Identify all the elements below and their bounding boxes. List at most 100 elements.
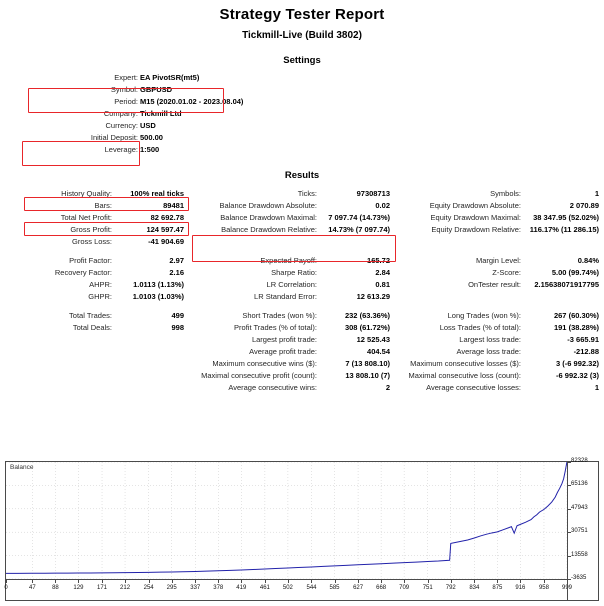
x-tick-label: 958 (538, 585, 549, 591)
x-tick-label: 585 (329, 585, 340, 591)
x-tick (218, 580, 220, 583)
result-label: LR Correlation: (266, 280, 317, 289)
group-spacer (0, 303, 604, 310)
settings-heading: Settings (283, 55, 321, 66)
x-tick-label: 461 (259, 585, 270, 591)
settings-value: Tickmill Ltd (140, 109, 182, 118)
x-tick (148, 580, 150, 583)
result-value: 404.54 (367, 347, 390, 356)
result-row: Gross Profit: 124 597.47 (0, 224, 189, 236)
results-group-3-col-1: Total Trades: 499 Total Deals: 998 (0, 310, 189, 394)
x-tick-label: 668 (376, 585, 387, 591)
result-row: Z-Score: 5.00 (99.74%) (395, 267, 604, 279)
results-group-1-col-2: Ticks: 97308713 Balance Drawdown Absolute:… (189, 188, 395, 248)
result-value: 7 (13 808.10) (345, 359, 390, 368)
x-tick-label: 834 (469, 585, 480, 591)
settings-label: Company: (103, 109, 138, 118)
x-tick-label: 792 (445, 585, 456, 591)
settings-value: 1:500 (140, 145, 160, 154)
chart-y-axis: -3635 13558 30751 47943 65136 82328 (567, 458, 600, 601)
result-row: Long Trades (won %): 267 (60.30%) (395, 310, 604, 322)
result-row: LR Standard Error: 12 613.29 (189, 291, 395, 303)
result-row: Bars: 89481 (0, 200, 189, 212)
result-label: Recovery Factor: (54, 268, 112, 277)
x-tick-label: 709 (399, 585, 410, 591)
x-tick-label: 129 (73, 585, 84, 591)
result-value: 0.02 (375, 201, 390, 210)
result-label: Long Trades (won %): (447, 311, 521, 320)
results-group-2-col-3: Margin Level: 0.84% Z-Score: 5.00 (99.74%) O… (395, 255, 604, 303)
x-tick (520, 580, 522, 583)
x-tick-label: 254 (143, 585, 154, 591)
x-tick (287, 580, 289, 583)
chart-plot-area (6, 462, 567, 579)
result-row: Balance Drawdown Maximal: 7 097.74 (14.73… (189, 212, 395, 224)
results-group-2-col-2: Expected Payoff: 165.72 Sharpe Ratio: 2.84 L… (189, 255, 395, 303)
y-tick-label: 30751 (571, 528, 588, 535)
result-row: Maximum consecutive wins ($): 7 (13 808.1… (189, 358, 395, 370)
settings-row: Period: M15 (2020.01.02 - 2023.08.04) (60, 96, 330, 108)
result-label: Gross Loss: (71, 237, 112, 246)
result-label: Expected Payoff: (260, 256, 317, 265)
result-label: Total Trades: (69, 311, 112, 320)
y-tick (568, 485, 571, 487)
result-label: Average profit trade: (249, 347, 317, 356)
x-tick (358, 580, 360, 583)
result-value: -41 904.69 (148, 237, 184, 246)
result-value: 2.97 (169, 256, 184, 265)
chart-x-axis: 0 47 88 129 171 212 254 295 337 378 419 461 502 544 58… (4, 579, 572, 602)
settings-value: M15 (2020.01.02 - 2023.08.04) (140, 97, 244, 106)
result-row: OnTester result: 2.15638071917795 (395, 279, 604, 291)
settings-row: Currency: USD (60, 120, 330, 132)
result-label: Equity Drawdown Relative: (431, 225, 521, 234)
result-label: LR Standard Error: (254, 292, 317, 301)
result-row: AHPR: 1.0113 (1.13%) (0, 279, 189, 291)
result-label: Equity Drawdown Maximal: (430, 213, 521, 222)
page-title: Strategy Tester Report (219, 6, 385, 23)
x-tick-label: 337 (190, 585, 201, 591)
x-tick (381, 580, 383, 583)
result-row: Largest loss trade: -3 665.91 (395, 334, 604, 346)
settings-row: Company: Tickmill Ltd (60, 108, 330, 120)
results-group-2: Profit Factor: 2.97 Recovery Factor: 2.16 AH… (0, 255, 604, 303)
x-tick (311, 580, 313, 583)
x-tick (55, 580, 57, 583)
x-tick (195, 580, 197, 583)
settings-label: Leverage: (104, 145, 138, 154)
result-row: Loss Trades (% of total): 191 (38.28%) (395, 322, 604, 334)
result-label: Gross Profit: (70, 225, 112, 234)
x-tick (241, 580, 243, 583)
result-value: 13 808.10 (7) (345, 371, 390, 380)
x-tick-label: 212 (120, 585, 131, 591)
result-label: Largest loss trade: (459, 335, 521, 344)
result-value: 116.17% (11 286.15) (529, 225, 599, 234)
result-label: Ticks: (297, 189, 317, 198)
y-tick (568, 532, 571, 534)
x-tick (102, 580, 104, 583)
settings-section: Expert: EA PivotSR(mt5) Symbol: GBPUSD Perio… (0, 72, 604, 156)
result-row: Total Net Profit: 82 692.78 (0, 212, 189, 224)
settings-table: Expert: EA PivotSR(mt5) Symbol: GBPUSD Perio… (60, 72, 330, 156)
results-group-3-col-3: Long Trades (won %): 267 (60.30%) Loss Tra… (395, 310, 604, 394)
results-group-1: History Quality: 100% real ticks Bars: 8948… (0, 188, 604, 248)
result-row: Average loss trade: -212.88 (395, 346, 604, 358)
x-tick (334, 580, 336, 583)
result-label: AHPR: (89, 280, 112, 289)
y-tick-label: -3635 (571, 575, 587, 581)
result-value: -212.88 (573, 347, 599, 356)
x-tick (32, 580, 34, 583)
result-value: 499 (171, 311, 184, 320)
result-row: GHPR: 1.0103 (1.03%) (0, 291, 189, 303)
balance-line-svg (6, 462, 567, 579)
result-row: Equity Drawdown Relative: 116.17% (11 286… (395, 224, 604, 236)
result-row: Largest profit trade: 12 525.43 (189, 334, 395, 346)
settings-row: Expert: EA PivotSR(mt5) (60, 72, 330, 84)
results-heading: Results (284, 170, 320, 181)
settings-value: 500.00 (140, 133, 163, 142)
y-tick-label: 13558 (571, 551, 588, 558)
result-label: Total Deals: (72, 323, 112, 332)
result-value: 998 (171, 323, 184, 332)
result-label: Balance Drawdown Absolute: (219, 201, 317, 210)
x-tick (450, 580, 452, 583)
results-group-3-col-2: Short Trades (won %): 232 (63.36%) Profit … (189, 310, 395, 394)
